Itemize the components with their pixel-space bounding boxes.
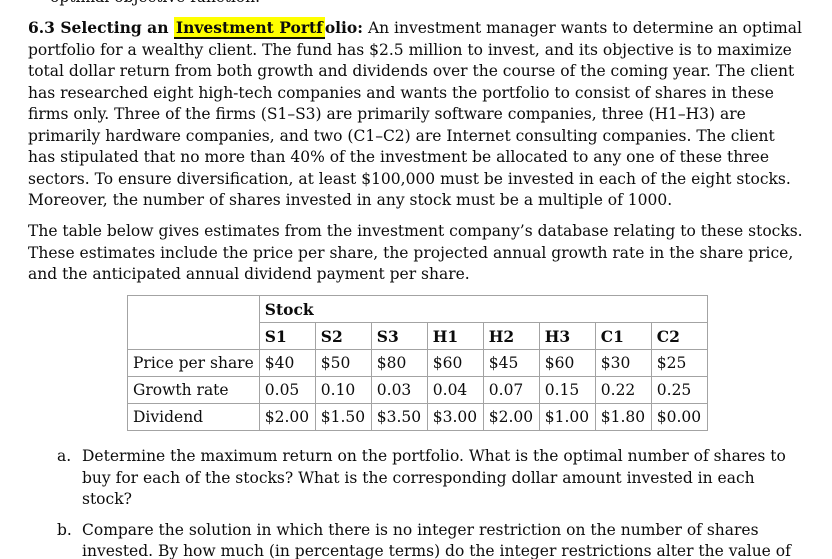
price-s2: $50: [314, 349, 372, 377]
growth-c2: 0.25: [650, 376, 708, 404]
column-header-h2: H2: [482, 322, 540, 350]
column-header-s2: S2: [314, 322, 372, 350]
growth-h1: 0.04: [426, 376, 484, 404]
question-item-a: a. Determine the maximum return on the p…: [57, 446, 806, 511]
dividend-c2: $0.00: [650, 403, 708, 431]
row-label-growth: Growth rate: [127, 376, 260, 404]
question-text-a: Determine the maximum return on the port…: [82, 447, 786, 508]
stock-data-table: Stock S1 S2 S3 H1 H2 H3 C1 C2 Price per …: [127, 295, 708, 431]
table-group-header: Stock: [258, 295, 708, 323]
price-h1: $60: [426, 349, 484, 377]
highlighted-text: Investment Portf: [173, 17, 325, 39]
price-h3: $60: [538, 349, 596, 377]
column-header-h3: H3: [538, 322, 596, 350]
growth-c1: 0.22: [594, 376, 652, 404]
column-header-s3: S3: [370, 322, 428, 350]
table-intro-paragraph: The table below gives estimates from the…: [28, 222, 803, 283]
column-header-c1: C1: [594, 322, 652, 350]
question-marker-a: a.: [57, 447, 72, 465]
table-column-header-row: S1 S2 S3 H1 H2 H3 C1 C2: [128, 322, 708, 350]
row-label-dividend: Dividend: [127, 403, 260, 431]
growth-s2: 0.10: [314, 376, 372, 404]
price-c1: $30: [594, 349, 652, 377]
dividend-h2: $2.00: [482, 403, 540, 431]
table-row-price-per-share: Price per share $40 $50 $80 $60 $45 $60 …: [127, 349, 708, 377]
question-text-b: Compare the solution in which there is n…: [82, 520, 791, 559]
table-row-growth-rate: Growth rate 0.05 0.10 0.03 0.04 0.07 0.1…: [127, 376, 708, 404]
column-header-c2: C2: [650, 322, 708, 350]
growth-h3: 0.15: [538, 376, 596, 404]
cutoff-previous-line: optimal objective function.: [50, 0, 832, 9]
question-item-b: b. Compare the solution in which there i…: [57, 520, 806, 559]
growth-h2: 0.07: [482, 376, 540, 404]
dividend-s1: $2.00: [258, 403, 316, 431]
column-header-h1: H1: [426, 322, 484, 350]
price-s1: $40: [258, 349, 316, 377]
problem-title-prefix: 6.3 Selecting an: [28, 18, 174, 37]
table-row-dividend: Dividend $2.00 $1.50 $3.50 $3.00 $2.00 $…: [127, 403, 708, 431]
problem-statement-paragraph: 6.3 Selecting an Investment Portf olio: A…: [28, 17, 806, 212]
column-header-s1: S1: [258, 322, 316, 350]
question-marker-b: b.: [57, 520, 72, 539]
growth-s1: 0.05: [258, 376, 316, 404]
dividend-c1: $1.80: [594, 403, 652, 431]
dividend-h1: $3.00: [426, 403, 484, 431]
cutoff-text-fragment: optimal objective function.: [50, 0, 832, 8]
problem-title-suffix: olio:: [324, 18, 363, 37]
price-s3: $80: [370, 349, 428, 377]
document-content: 6.3 Selecting an Investment Portf olio: A…: [0, 9, 832, 559]
question-list: a. Determine the maximum return on the p…: [28, 446, 806, 559]
dividend-s3: $3.50: [370, 403, 428, 431]
growth-s3: 0.03: [370, 376, 428, 404]
row-label-price: Price per share: [127, 349, 260, 377]
dividend-s2: $1.50: [314, 403, 372, 431]
table-group-header-row: Stock: [127, 295, 708, 350]
price-c2: $25: [650, 349, 708, 377]
problem-title: 6.3 Selecting an Investment Portf olio:: [28, 17, 363, 39]
problem-body-text: An investment manager wants to determine…: [28, 19, 802, 209]
dividend-h3: $1.00: [538, 403, 596, 431]
price-h2: $45: [482, 349, 540, 377]
empty-corner-cell: [127, 295, 260, 350]
